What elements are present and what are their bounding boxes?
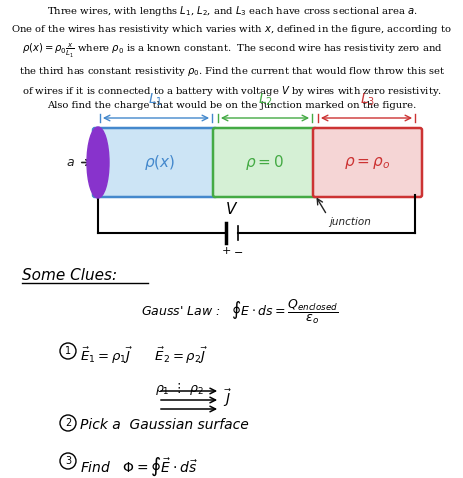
Text: $L_2$: $L_2$: [257, 92, 272, 108]
Text: $\vec{J}$: $\vec{J}$: [223, 387, 232, 409]
Text: $a$: $a$: [66, 156, 75, 169]
Text: $V$: $V$: [225, 201, 238, 217]
FancyBboxPatch shape: [313, 128, 421, 197]
Text: $\rho_1$ $\vdots$ $\rho_2$: $\rho_1$ $\vdots$ $\rho_2$: [155, 381, 203, 397]
Text: Gauss' Law :   $\oint E \cdot ds = \dfrac{Q_{enclosed}}{\varepsilon_o}$: Gauss' Law : $\oint E \cdot ds = \dfrac{…: [141, 298, 338, 326]
Text: $-$: $-$: [232, 246, 243, 256]
Text: Some Clues:: Some Clues:: [22, 268, 117, 283]
Text: 3: 3: [65, 456, 71, 466]
Text: $\rho = 0$: $\rho = 0$: [245, 153, 284, 172]
Text: $L_3$: $L_3$: [359, 92, 374, 108]
Text: 1: 1: [65, 346, 71, 356]
Text: $\rho(x)$: $\rho(x)$: [144, 153, 175, 172]
Text: +: +: [221, 246, 230, 256]
Text: $\vec{E}_1 = \rho_1 \vec{J}$      $\vec{E}_2 = \rho_2 \vec{J}$: $\vec{E}_1 = \rho_1 \vec{J}$ $\vec{E}_2 …: [80, 346, 208, 366]
Text: Three wires, with lengths $L_1$, $L_2$, and $L_3$ each have cross sectional area: Three wires, with lengths $L_1$, $L_2$, …: [12, 4, 451, 110]
Text: junction: junction: [328, 217, 370, 227]
Text: Pick a  Gaussian surface: Pick a Gaussian surface: [80, 418, 248, 432]
Text: $\rho = \rho_o$: $\rho = \rho_o$: [344, 154, 390, 171]
Text: 2: 2: [65, 418, 71, 428]
FancyBboxPatch shape: [93, 128, 217, 197]
Ellipse shape: [87, 127, 109, 198]
Text: $L_1$: $L_1$: [147, 92, 162, 108]
FancyBboxPatch shape: [213, 128, 316, 197]
Text: Find   $\Phi = \oint \vec{E} \cdot d\vec{s}$: Find $\Phi = \oint \vec{E} \cdot d\vec{s…: [80, 456, 198, 478]
